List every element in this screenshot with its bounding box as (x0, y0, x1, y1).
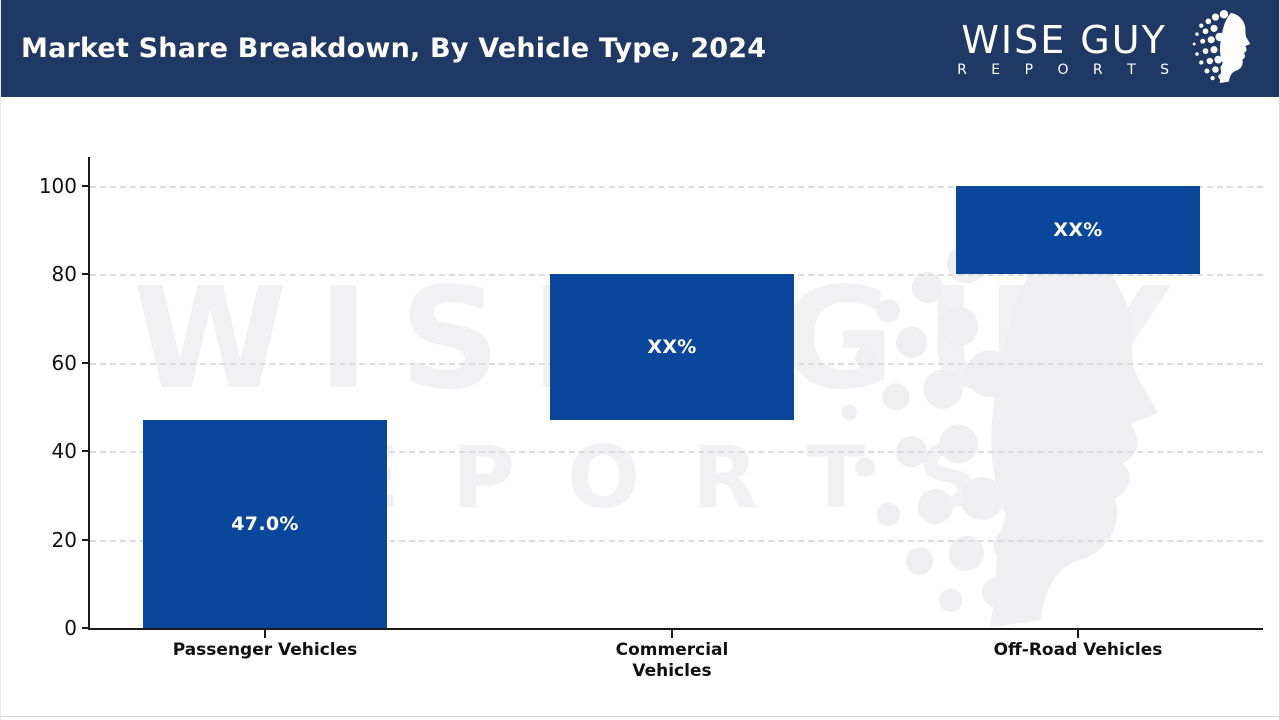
y-tick-label: 80 (51, 262, 77, 287)
logo-subtitle: R E P O R T S (957, 61, 1179, 78)
x-axis-line (88, 628, 1263, 630)
x-tick-mark (1077, 630, 1079, 638)
y-tick-mark (82, 185, 89, 187)
gridline (90, 186, 1263, 188)
y-tick-mark (82, 361, 89, 364)
x-category-label: Off-Road Vehicles (993, 640, 1163, 660)
bottom-border-line (1, 716, 1279, 717)
x-tick-mark (264, 630, 266, 638)
bar-value-label: XX% (1053, 219, 1103, 242)
y-tick-label: 60 (51, 350, 77, 375)
bar: XX% (550, 274, 794, 421)
y-tick-mark (82, 627, 89, 629)
x-category-label: Passenger Vehicles (172, 640, 358, 660)
y-tick-mark (82, 273, 89, 276)
y-tick-label: 0 (64, 616, 77, 640)
logo-face-icon (1192, 9, 1251, 83)
y-tick-label: 40 (51, 439, 77, 464)
logo-wordmark: WISE GUY (961, 17, 1167, 62)
y-tick-mark (82, 538, 89, 541)
gridline (90, 539, 1263, 542)
y-axis-line (88, 157, 90, 630)
bar: 47.0% (143, 420, 387, 628)
header-bar: Market Share Breakdown, By Vehicle Type,… (1, 0, 1279, 97)
bar: XX% (956, 186, 1200, 275)
x-category-label: Commercial Vehicles (615, 640, 729, 681)
wise-guy-reports-logo: WISE GUY R E P O R T S (949, 9, 1253, 88)
logo-text: WISE GUY R E P O R T S (949, 21, 1179, 77)
y-tick-label: 100 (38, 174, 77, 198)
bar-value-label: 47.0% (231, 513, 299, 536)
page-title: Market Share Breakdown, By Vehicle Type,… (21, 33, 767, 64)
y-tick-label: 20 (51, 527, 77, 552)
bar-value-label: XX% (647, 336, 697, 359)
gridline (90, 451, 1263, 454)
y-tick-mark (82, 450, 89, 453)
x-tick-mark (671, 630, 673, 638)
